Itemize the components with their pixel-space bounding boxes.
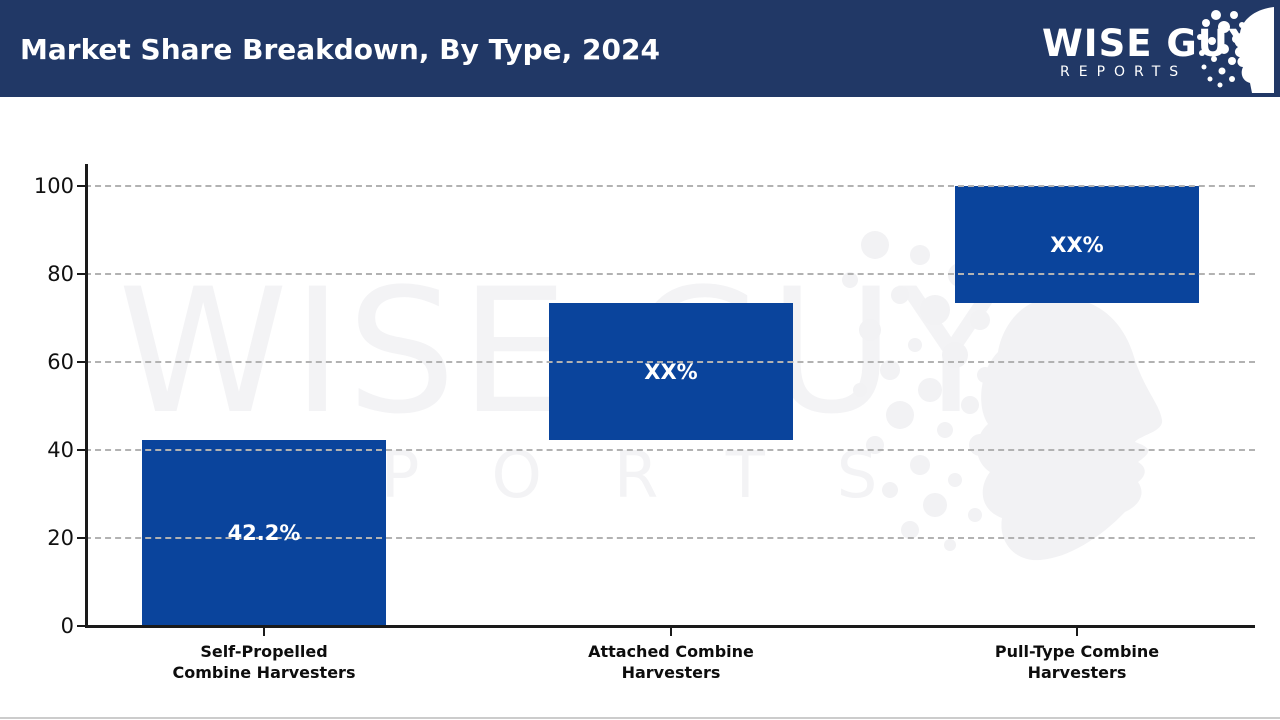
y-tick-label: 100	[33, 174, 74, 198]
logo-head-dots-icon	[1197, 7, 1274, 93]
bar-segment	[955, 186, 1199, 304]
y-gridline	[85, 537, 1255, 539]
y-tick-mark	[77, 361, 85, 363]
x-category-line1: Attached Combine	[588, 642, 754, 661]
y-tick-label: 0	[60, 614, 74, 638]
y-tick-mark	[77, 273, 85, 275]
bar-value-label: XX%	[644, 359, 698, 384]
bar-value-label: 42.2%	[227, 521, 301, 546]
x-category-line2: Harvesters	[621, 663, 721, 682]
bottom-border	[0, 717, 1280, 719]
x-category-label: Attached Combine Harvesters	[501, 641, 841, 683]
bar-segment	[142, 440, 386, 626]
x-category-line1: Self-Propelled	[200, 642, 328, 661]
x-tick-mark	[670, 628, 672, 636]
x-category-label: Self-Propelled Combine Harvesters	[94, 641, 434, 683]
x-tick-mark	[263, 628, 265, 636]
y-tick-mark	[77, 625, 85, 627]
x-axis-line	[85, 625, 1255, 628]
y-tick-label: 60	[47, 350, 74, 374]
page-title: Market Share Breakdown, By Type, 2024	[20, 33, 660, 66]
y-tick-label: 80	[47, 262, 74, 286]
watermark-head-dots-icon	[842, 231, 1163, 561]
x-category-label: Pull-Type Combine Harvesters	[907, 641, 1247, 683]
y-gridline	[85, 185, 1255, 187]
x-category-line2: Combine Harvesters	[172, 663, 356, 682]
y-axis-line	[85, 164, 88, 628]
y-tick-mark	[77, 537, 85, 539]
bar-segment	[549, 303, 793, 441]
y-tick-label: 20	[47, 526, 74, 550]
logo-subtitle: REPORTS	[1060, 64, 1188, 80]
x-category-line2: Harvesters	[1027, 663, 1127, 682]
header-bar: Market Share Breakdown, By Type, 2024 WI…	[0, 0, 1280, 97]
y-tick-label: 40	[47, 438, 74, 462]
y-tick-mark	[77, 185, 85, 187]
bar-value-label: XX%	[1050, 232, 1104, 257]
y-gridline	[85, 273, 1255, 275]
y-gridline	[85, 361, 1255, 363]
x-category-line1: Pull-Type Combine	[994, 642, 1160, 661]
y-gridline	[85, 449, 1255, 451]
x-tick-mark	[1076, 628, 1078, 636]
y-tick-mark	[77, 449, 85, 451]
